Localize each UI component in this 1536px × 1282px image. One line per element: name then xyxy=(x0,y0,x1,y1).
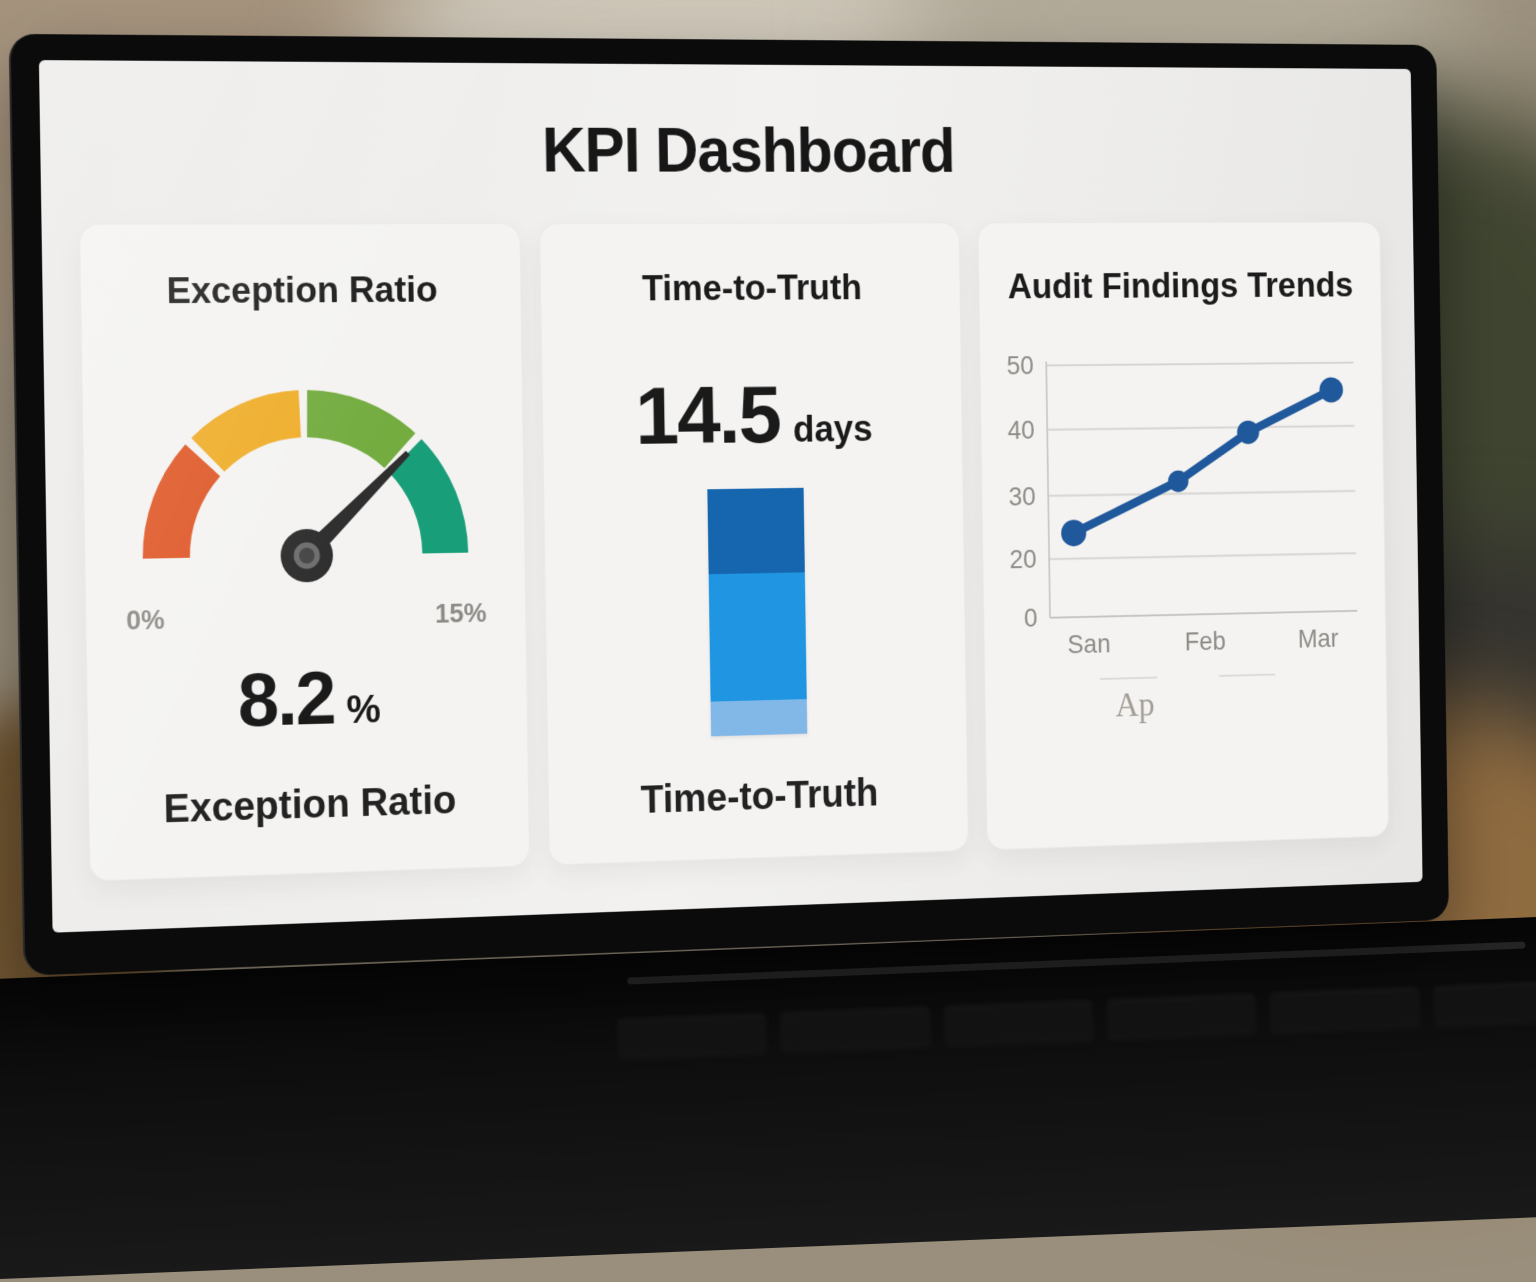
gridline xyxy=(1048,491,1355,496)
y-tick-label: 50 xyxy=(1006,351,1033,380)
gauge-hub xyxy=(299,547,316,564)
bar-segment xyxy=(708,572,807,702)
laptop-screen: KPI Dashboard Exception Ratio 0% 15% 8.2… xyxy=(38,60,1423,933)
gauge-scale-labels: 0% 15% xyxy=(122,598,491,637)
gridline xyxy=(1049,553,1356,559)
page-title: KPI Dashboard xyxy=(541,114,956,186)
gauge-segment-red xyxy=(141,443,222,559)
data-point xyxy=(1060,519,1087,547)
metric-value-unit: days xyxy=(792,409,873,451)
axis-tick-artifacts xyxy=(986,671,1386,683)
x-tick-label: San xyxy=(1067,630,1110,659)
gauge-value-number: 8.2 xyxy=(237,656,336,743)
card-title: Time-to-Truth xyxy=(641,267,863,309)
card-bottom-label: Exception Ratio xyxy=(163,778,457,832)
keyboard-key xyxy=(1432,981,1536,1029)
laptop-hinge xyxy=(627,941,1526,985)
stacked-bar-chart xyxy=(707,487,808,737)
kpi-cards-row: Exception Ratio 0% 15% 8.2 % Exception R… xyxy=(79,221,1390,882)
gauge-min-label: 0% xyxy=(126,604,165,636)
axis-text-artifact: Ap xyxy=(1115,685,1155,724)
laptop-lid: KPI Dashboard Exception Ratio 0% 15% 8.2… xyxy=(8,33,1449,976)
gauge-value-unit: % xyxy=(345,687,381,732)
x-tick-label: Feb xyxy=(1184,627,1225,656)
metric-value-number: 14.5 xyxy=(634,368,781,462)
gauge-hub xyxy=(293,542,321,570)
y-tick-label: 40 xyxy=(1007,416,1034,445)
gauge-chart: 0% 15% xyxy=(118,361,490,637)
keyboard-keys xyxy=(616,981,1536,1061)
card-title: Audit Findings Trends xyxy=(1007,265,1354,306)
y-axis xyxy=(1046,362,1050,618)
gauge-segment-amber xyxy=(190,390,302,473)
card-title: Exception Ratio xyxy=(166,269,438,312)
gridline xyxy=(1050,611,1357,618)
laptop-keyboard-deck xyxy=(0,914,1536,1282)
keyboard-key xyxy=(1269,987,1421,1035)
bar-segment xyxy=(707,487,805,575)
kpi-card-audit-findings: Audit Findings Trends 50 40 30 20 0 San Feb Mar… xyxy=(977,221,1390,851)
keyboard-key xyxy=(943,1000,1094,1048)
gauge-segment-teal xyxy=(388,438,469,555)
y-tick-label: 0 xyxy=(1023,604,1037,633)
gauge-value: 8.2 % xyxy=(87,651,527,748)
keyboard-key xyxy=(616,1014,768,1061)
kpi-card-time-to-truth: Time-to-Truth 14.5 days Time-to-Truth xyxy=(538,222,970,866)
y-tick-label: 20 xyxy=(1009,545,1036,574)
bar-segment xyxy=(710,699,808,737)
line-chart: 50 40 30 20 0 San Feb Mar xyxy=(1006,351,1371,659)
trend-line xyxy=(1071,390,1333,533)
gauge-max-label: 15% xyxy=(434,598,487,629)
keyboard-key xyxy=(779,1007,931,1055)
kpi-card-exception-ratio: Exception Ratio 0% 15% 8.2 % Exception R… xyxy=(79,223,530,882)
keyboard-key xyxy=(1106,994,1258,1042)
gridline xyxy=(1047,426,1354,430)
gauge-svg xyxy=(141,388,469,583)
gauge-segment-green xyxy=(306,388,417,470)
y-tick-label: 30 xyxy=(1008,482,1035,511)
x-tick-label: Mar xyxy=(1297,624,1338,653)
metric-value: 14.5 days xyxy=(542,366,962,464)
gridline xyxy=(1046,363,1353,366)
card-bottom-label: Time-to-Truth xyxy=(640,771,879,822)
